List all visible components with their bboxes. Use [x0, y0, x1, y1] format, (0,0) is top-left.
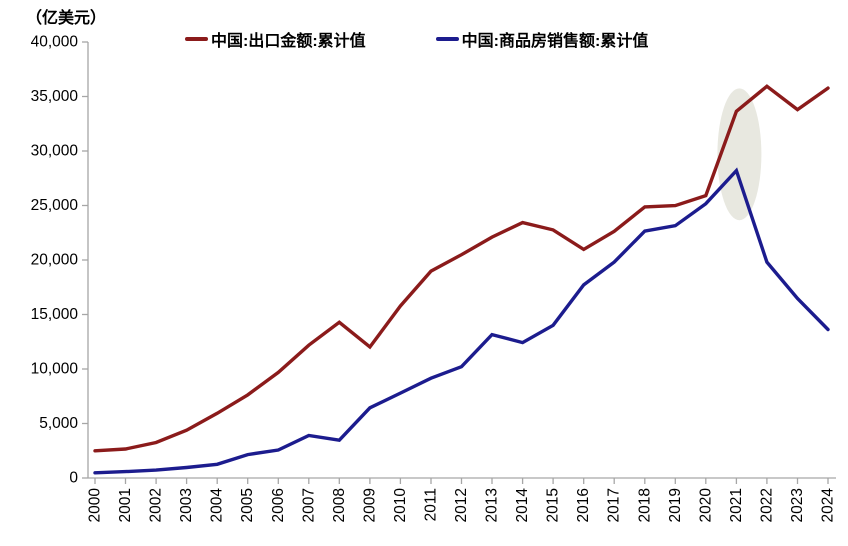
- y-tick-label: 5,000: [39, 415, 78, 432]
- y-tick-label: 20,000: [31, 252, 79, 269]
- x-tick-label: 2019: [667, 488, 684, 522]
- x-tick-label: 2017: [606, 488, 623, 522]
- legend: 中国:出口金额:累计值 中国:商品房销售额:累计值: [185, 27, 648, 51]
- x-tick-label: 2003: [178, 488, 195, 522]
- y-tick-label: 15,000: [31, 306, 79, 323]
- series-line-housing-sales: [93, 167, 830, 475]
- legend-marker-exports-line: [185, 37, 208, 41]
- legend-item-housing-sales: 中国:商品房销售额:累计值: [435, 27, 649, 51]
- y-axis-unit-label: （亿美元）: [26, 10, 107, 27]
- legend-item-exports: 中国:出口金额:累计值: [185, 27, 366, 51]
- x-tick-label: 2012: [453, 488, 470, 522]
- x-tick-label: 2002: [148, 488, 165, 522]
- x-tick-label: 2021: [728, 488, 745, 522]
- legend-label-housing-sales: 中国:商品房销售额:累计值: [461, 33, 649, 50]
- highlight-ellipse-2021: [717, 88, 762, 221]
- y-tick-label: 30,000: [31, 143, 79, 160]
- x-tick-label: 2006: [270, 488, 287, 522]
- y-tick-label: 10,000: [31, 361, 79, 378]
- x-tick-label: 2010: [392, 488, 409, 523]
- y-tick-label: 40,000: [31, 34, 79, 51]
- x-tick-label: 2001: [117, 488, 134, 522]
- x-tick-label: 2014: [514, 488, 531, 523]
- x-tick-label: 2016: [575, 488, 592, 522]
- x-tick-label: 2023: [789, 488, 806, 522]
- series-line-exports: [93, 84, 830, 453]
- x-tick-label: 2024: [820, 488, 837, 523]
- x-tick-label: 2011: [423, 488, 440, 521]
- x-tick-label: 2018: [636, 488, 653, 522]
- y-tick-label: 25,000: [31, 197, 79, 214]
- x-tick-label: 2009: [361, 488, 378, 522]
- x-tick-label: 2013: [484, 488, 501, 522]
- x-tick-label: 2008: [331, 488, 348, 522]
- x-tick-label: 2005: [239, 488, 256, 522]
- y-tick-label: 0: [69, 470, 78, 487]
- x-tick-label: 2015: [545, 488, 562, 522]
- y-tick-label: 35,000: [31, 88, 79, 105]
- legend-label-exports: 中国:出口金额:累计值: [211, 33, 366, 50]
- x-tick-label: 2004: [209, 488, 226, 523]
- x-tick-label: 2020: [697, 488, 714, 523]
- x-tick-label: 2022: [758, 488, 775, 522]
- legend-marker-housing-sales-line: [435, 37, 459, 41]
- x-tick-label: 2007: [300, 488, 317, 522]
- x-tick-label: 2000: [87, 488, 104, 523]
